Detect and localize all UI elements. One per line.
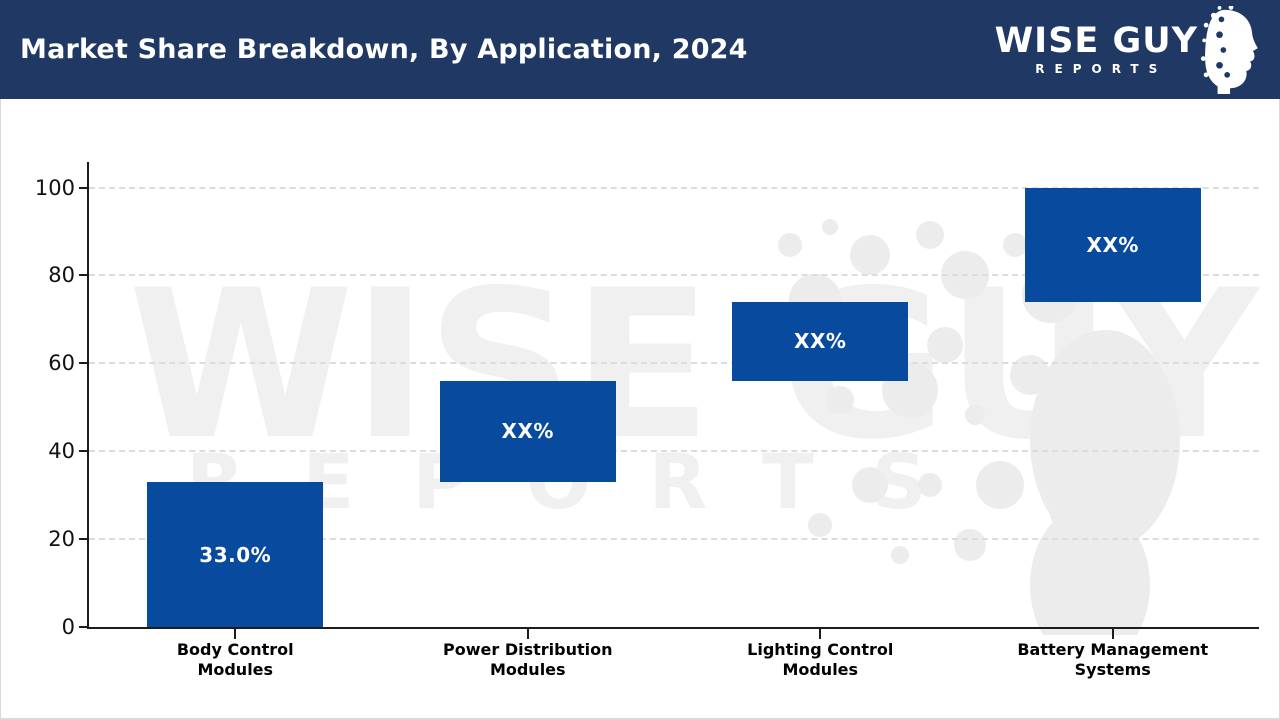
gridline-80: [89, 274, 1259, 277]
category-label-4: Battery Management Systems: [973, 640, 1253, 680]
header: Market Share Breakdown, By Application, …: [0, 0, 1280, 99]
y-tick-label-60: 60: [48, 351, 75, 376]
category-label-line: Power Distribution: [443, 640, 613, 659]
category-label-line: Modules: [489, 660, 566, 679]
chart-plot-area: 0 20 40 60 80 100 33.0% Body Control Modules XX% P…: [35, 162, 1259, 679]
y-tick-label-20: 20: [48, 527, 75, 552]
category-label-line: Modules: [782, 660, 859, 679]
y-tick-label-0: 0: [61, 615, 75, 639]
category-label-line: Systems: [1074, 660, 1151, 679]
bar-value-label-1: 33.0%: [199, 542, 272, 567]
y-tick-40: [79, 450, 87, 453]
gridline-60: [89, 362, 1259, 365]
x-tick-3: [819, 629, 822, 639]
x-axis-line: [87, 627, 1259, 629]
y-tick-label-40: 40: [48, 439, 75, 464]
x-tick-4: [1111, 629, 1114, 639]
y-tick-20: [79, 538, 87, 541]
logo-subtitle: REPORTS: [1035, 62, 1168, 76]
bar-value-label-4: XX%: [1086, 232, 1139, 257]
logo-face-icon: [1200, 5, 1258, 94]
category-label-3: Lighting Control Modules: [680, 640, 960, 680]
bar-value-label-2: XX%: [501, 419, 554, 444]
bar-1: 33.0%: [147, 482, 324, 627]
y-tick-80: [79, 274, 87, 277]
y-axis-line: [87, 162, 89, 629]
gridline-40: [89, 450, 1259, 453]
y-tick-label-80: 80: [48, 263, 75, 288]
y-tick-100: [79, 186, 87, 189]
logo-text: WISE GUY REPORTS: [994, 21, 1198, 76]
category-label-1: Body Control Modules: [95, 640, 375, 680]
gridline-100: [89, 186, 1259, 189]
gridline-20: [89, 538, 1259, 541]
x-tick-1: [234, 629, 237, 639]
category-label-line: Body Control: [176, 640, 294, 659]
category-label-line: Lighting Control: [747, 640, 894, 659]
y-tick-label-100: 100: [34, 175, 75, 200]
bar-4: XX%: [1024, 187, 1201, 302]
y-tick-0: [79, 626, 87, 628]
bar-value-label-3: XX%: [794, 329, 847, 354]
x-tick-2: [526, 629, 529, 639]
bar-3: XX%: [732, 301, 909, 381]
category-label-2: Power Distribution Modules: [388, 640, 668, 680]
bar-2: XX%: [439, 380, 616, 482]
logo-wordmark: WISE GUY: [994, 21, 1198, 61]
category-label-line: Battery Management: [1017, 640, 1209, 659]
logo: WISE GUY REPORTS: [994, 5, 1262, 94]
y-tick-60: [79, 362, 87, 365]
category-label-line: Modules: [197, 660, 274, 679]
page-title: Market Share Breakdown, By Application, …: [20, 34, 748, 65]
